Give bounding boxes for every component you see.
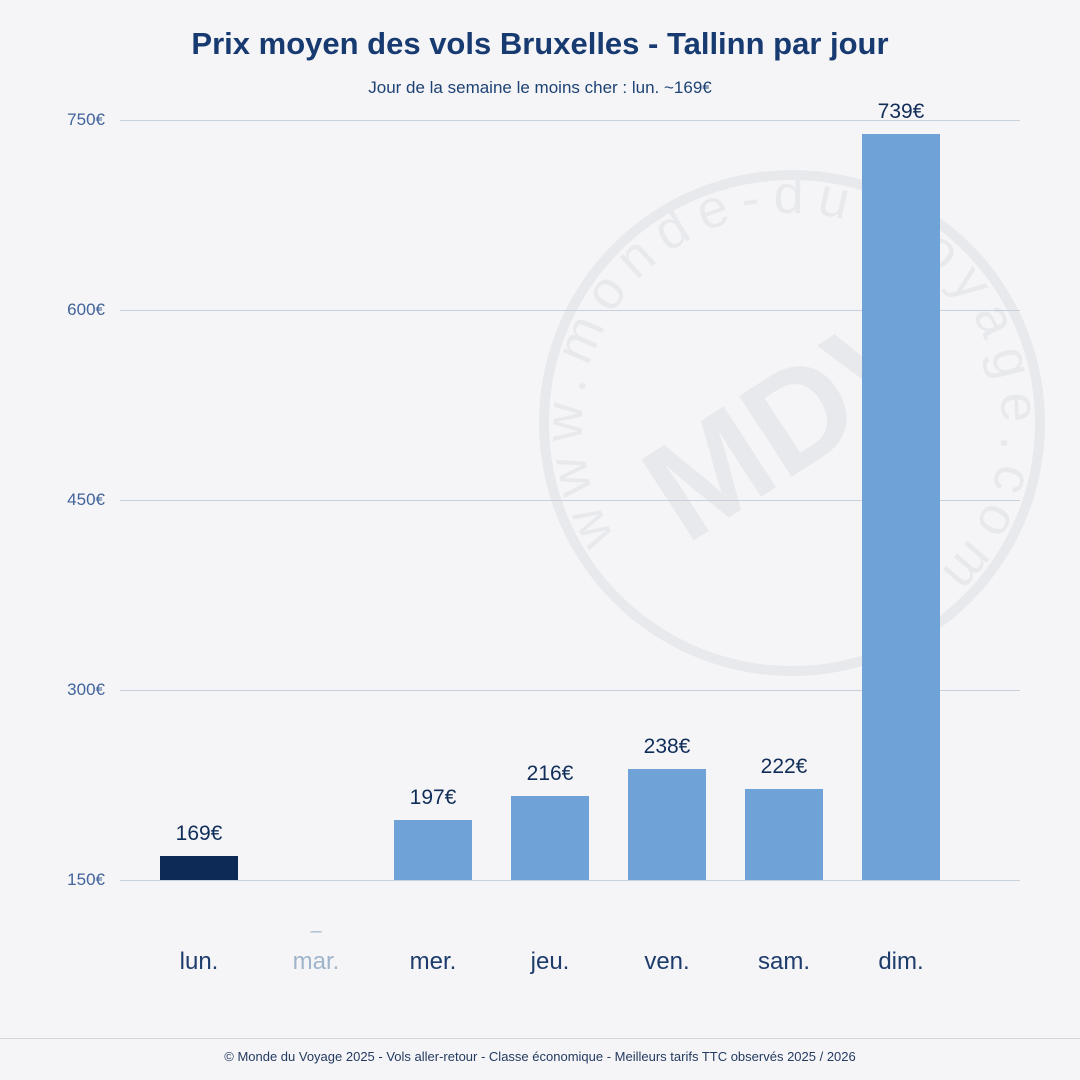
x-axis-label: sam. [757,948,810,975]
x-axis-label: jeu. [530,948,570,975]
x-axis-label: ven. [644,948,690,975]
gridline [120,120,1020,121]
x-axis-label: mar. [292,948,340,975]
y-axis-tick-label: 300€ [67,680,105,699]
gridline [120,690,1020,691]
footer-text: © Monde du Voyage 2025 - Vols aller-reto… [224,1049,856,1064]
bar-value-label: 238€ [643,734,691,758]
gridline [120,880,1020,881]
y-axis-tick-label: 450€ [67,490,105,509]
bar-value-label: 216€ [526,762,574,786]
y-axis-tick-label: 150€ [67,870,105,889]
bar-sam. [745,788,823,880]
bar-lun. [160,855,238,880]
y-axis-tick-label: 600€ [67,300,105,319]
footer-divider [0,1038,1080,1039]
x-axis-label: mer. [409,948,457,975]
no-data-dash: – [310,920,322,942]
x-axis-label: lun. [179,948,219,975]
bar-value-label: 739€ [877,99,925,123]
y-axis-tick-label: 750€ [67,110,105,129]
bar-jeu. [511,796,589,880]
bar-value-label: 197€ [409,786,457,810]
bar-dim. [862,133,940,880]
page-title: Prix moyen des vols Bruxelles - Tallinn … [191,26,889,61]
bar-chart: 169€ 197€ 216€ 238€ 222€ 739€ 150€ 300€ 450€ 600… [0,100,1080,975]
bar-ven. [628,768,706,880]
bar-value-label: 222€ [760,754,808,778]
bar-mer. [394,820,472,880]
gridline [120,310,1020,311]
bar-value-label: 169€ [175,821,223,845]
plot-area: 169€ 197€ 216€ 238€ 222€ 739€ [120,100,1020,881]
gridline [120,500,1020,501]
x-axis-label: dim. [878,948,924,975]
page-subtitle: Jour de la semaine le moins cher : lun. … [368,78,712,97]
